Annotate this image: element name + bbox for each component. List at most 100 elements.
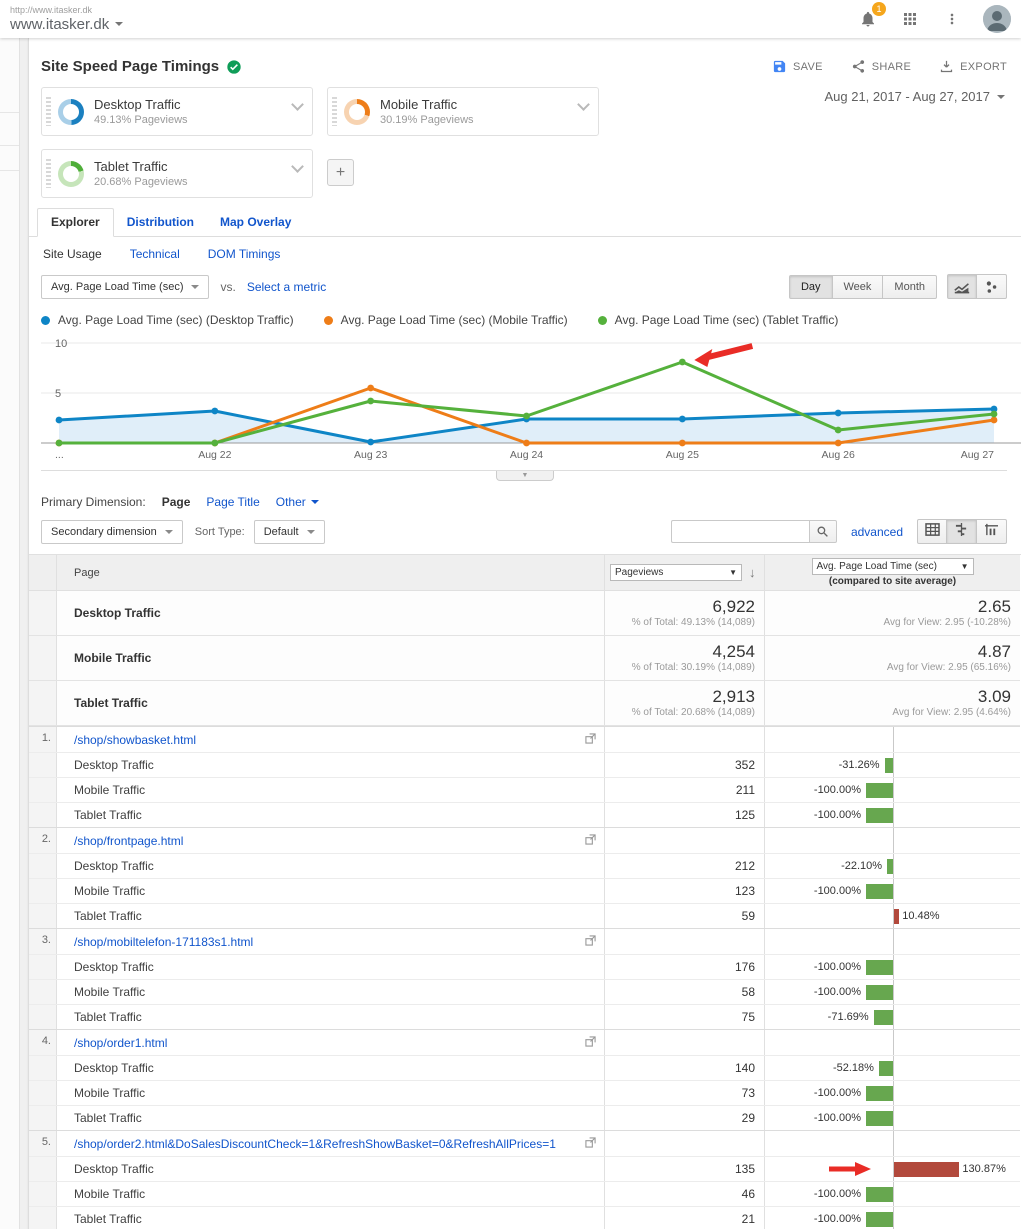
segment-name-cell: Desktop Traffic [57,955,604,979]
metric-average: 2.65 [977,597,1011,617]
tab-explorer[interactable]: Explorer [37,208,114,237]
dimension-option-page[interactable]: Page [162,495,191,509]
account-name: www.itasker.dk [10,15,110,33]
svg-text:5: 5 [55,388,61,400]
comparison-axis [893,1182,894,1206]
chevron-down-icon[interactable] [291,98,304,111]
comparison-axis [893,955,894,979]
user-avatar[interactable] [983,5,1011,33]
select-metric-link[interactable]: Select a metric [246,279,327,294]
legend-item: Avg. Page Load Time (sec) (Mobile Traffi… [323,313,568,327]
table-view-button[interactable] [917,519,947,544]
segment-name: Mobile Traffic [74,1187,146,1201]
line-chart-icon [954,282,970,293]
share-button[interactable]: SHARE [851,59,911,74]
granularity-month[interactable]: Month [883,274,937,299]
export-button[interactable]: EXPORT [939,59,1007,74]
account-selector[interactable]: www.itasker.dk [10,15,124,33]
granularity-day[interactable]: Day [788,274,833,299]
segment-sub-row: Mobile Traffic 58 -100.00% [29,979,1020,1004]
pivot-view-button[interactable] [977,519,1007,544]
row-index-cell [29,753,57,777]
segment-card-mobile-traffic[interactable]: Mobile Traffic 30.19% Pageviews [327,87,599,136]
comparison-pct-label: -100.00% [813,784,861,796]
page-url-link[interactable]: /shop/mobiltelefon-171183s1.html [74,934,254,949]
segment-sub-row: Desktop Traffic 140 -52.18% [29,1055,1020,1080]
chevron-down-icon[interactable] [577,98,590,111]
segment-card-desktop-traffic[interactable]: Desktop Traffic 49.13% Pageviews [41,87,313,136]
apps-grid-icon[interactable] [899,8,921,30]
chevron-down-icon[interactable] [291,160,304,173]
add-segment-button[interactable]: + [327,159,354,186]
open-in-new-icon[interactable] [585,1135,596,1153]
collapsed-sidebar[interactable] [0,38,20,1229]
svg-text:10: 10 [55,338,67,350]
drag-handle-icon[interactable] [46,159,51,188]
subtab-site-usage[interactable]: Site Usage [43,247,102,261]
more-vertical-icon[interactable] [941,8,963,30]
open-in-new-icon[interactable] [585,832,596,850]
page-url-link[interactable]: /shop/order2.html&DoSalesDiscountCheck=1… [74,1136,556,1151]
segment-name-cell: Tablet Traffic [57,803,604,827]
segment-name-cell: Mobile Traffic [57,879,604,903]
metric-column-select[interactable]: Avg. Page Load Time (sec) ▼ [811,558,974,575]
page-column-header[interactable]: Page [74,566,100,579]
pageviews-column-select[interactable]: Pageviews ▼ [610,564,742,581]
summary-metric-cell: 4.87 Avg for View: 2.95 (65.16%) [764,636,1020,680]
summary-pageviews-cell: 4,254% of Total: 30.19% (14,089) [604,636,764,680]
notifications-bell-icon[interactable]: 1 [857,2,886,30]
comparison-axis [893,727,894,752]
pageviews-total: 2,913 [712,687,755,707]
metric-select-dropdown[interactable]: Avg. Page Load Time (sec) [41,274,210,299]
page-url-link[interactable]: /shop/frontpage.html [74,833,184,848]
open-in-new-icon[interactable] [585,933,596,951]
pageviews-value: 123 [734,884,755,898]
motion-chart-view-button[interactable] [977,274,1007,299]
summary-row: Tablet Traffic 2,913% of Total: 20.68% (1… [29,681,1020,726]
subtab-dom-timings[interactable]: DOM Timings [207,247,281,261]
page-url-link[interactable]: /shop/showbasket.html [74,732,197,747]
sort-direction-icon[interactable]: ↓ [749,565,756,580]
empty-cell [604,1030,764,1055]
empty-cell [604,1131,764,1156]
comparison-pct-label: -100.00% [813,809,861,821]
data-table: Page Pageviews ▼ ↓ Avg. Page Load Time (… [29,554,1021,1229]
timeline-expander-handle[interactable]: ▼ [496,471,554,481]
chevron-down-icon [997,94,1005,99]
drag-handle-icon[interactable] [332,97,337,126]
tab-map-overlay[interactable]: Map Overlay [220,215,292,229]
comparison-axis [893,1157,894,1181]
subtab-technical[interactable]: Technical [129,247,180,261]
dimension-option-page-title[interactable]: Page Title [206,495,259,509]
page-url-cell: /shop/frontpage.html [57,828,604,853]
comparison-axis [893,980,894,1004]
search-button[interactable] [808,520,837,543]
row-index-cell [29,591,57,635]
comparison-bar [873,1010,893,1025]
pageviews-value: 21 [741,1212,755,1226]
page-url-link[interactable]: /shop/order1.html [74,1035,168,1050]
segment-card-tablet-traffic[interactable]: Tablet Traffic 20.68% Pageviews [41,149,313,198]
timeseries-chart[interactable]: 5 10... Aug 22 Aug 23 Aug 24 Aug 25 Aug 26 Aug … [41,329,1021,471]
dimension-option-other[interactable]: Other [276,495,319,509]
secondary-dimension-dropdown[interactable]: Secondary dimension [41,519,183,544]
row-index: 5. [29,1131,57,1156]
open-in-new-icon[interactable] [585,1034,596,1052]
save-button[interactable]: SAVE [772,59,823,74]
advanced-search-link[interactable]: advanced [850,524,903,539]
sort-type-dropdown[interactable]: Default [253,519,325,544]
comparison-view-button[interactable] [947,519,977,544]
granularity-week[interactable]: Week [832,274,884,299]
search-input[interactable] [670,520,809,543]
comparison-pct-label: -100.00% [813,986,861,998]
segment-name: Mobile Traffic [74,783,146,797]
tab-distribution[interactable]: Distribution [126,215,195,229]
date-range-selector[interactable]: Aug 21, 2017 - Aug 27, 2017 [824,89,1005,104]
drag-handle-icon[interactable] [46,97,51,126]
comparison-cell: -100.00% [764,803,1020,827]
legend-dot-icon [41,315,50,325]
line-chart-view-button[interactable] [947,274,977,299]
comparison-cell: -100.00% [764,955,1020,979]
segment-name: Mobile Traffic [74,1086,146,1100]
open-in-new-icon[interactable] [585,731,596,749]
